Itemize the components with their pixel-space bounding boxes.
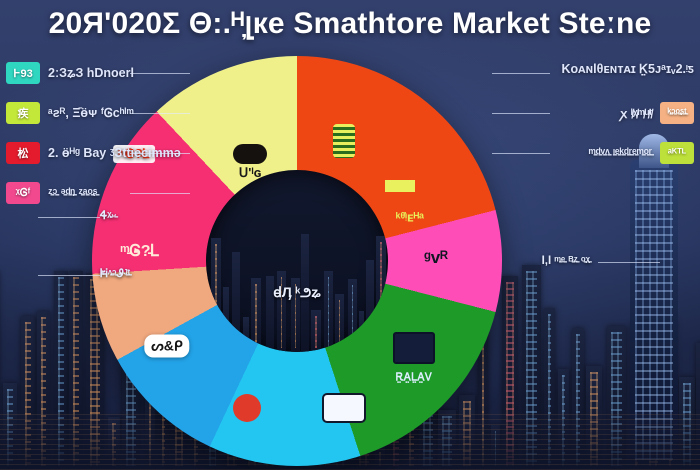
leader-line bbox=[130, 73, 190, 74]
page-title: 20Я'020Σ Θ:.ᴴ̦լкe Smathtore Market Steːn… bbox=[48, 7, 652, 40]
skyscraper-landmark bbox=[630, 160, 678, 460]
legend-label: Kᴏᴀɴlθᴇɴᴛᴀɪ Ꮶ̤5ᴊᵃɪᵥ2.ᵎƽ bbox=[561, 62, 694, 76]
leader-line bbox=[598, 262, 660, 263]
wedge-badge-sp: ᔕ&ᑭ bbox=[144, 334, 190, 358]
building-block bbox=[277, 271, 286, 352]
building-block bbox=[211, 238, 221, 352]
chart-callout: Ꭸ̵Ꭵ̵ᶺ̵ᵓ̵Ꮽ̵ᴶ̵ᵗ̵ bbox=[100, 268, 131, 280]
wedge-label-4: Ꭱ̤Ꭺ̤Ꮮ̤Ꭺ̤Ꮩ bbox=[395, 371, 433, 384]
building-block bbox=[359, 311, 364, 352]
wedge-label-0: ᵐ̵Ꮆ̵?̵Ꮮ bbox=[113, 145, 155, 163]
donut-center-hub: ꟈӅ ᵏ౨ʑ bbox=[206, 170, 388, 352]
wedge-label-1: Ս'ᴵԍ bbox=[238, 165, 262, 180]
leader-line bbox=[38, 217, 100, 218]
legend-item[interactable]: ᵏ̵ᵓ̵ᵒ̵ᶳ̵ᵗ̵ ꭗ ᴵ̸ᵡ̸ᵐ̸ᵘ̸ᵗ̸ bbox=[621, 102, 694, 124]
legend-item[interactable]: 松 2. ӫᴴᵍ Bay ᶾЗttіecimmə bbox=[6, 142, 181, 164]
chart-callout: Ӏ,Ӏ ᵐ̵ᵉ̵ ᴮ̵ᶻ̵ ᵒ̵ᵡ̵ bbox=[541, 255, 590, 267]
lantern-icon bbox=[333, 124, 355, 158]
building-block bbox=[251, 278, 261, 352]
legend-swatch: Ͱ93 bbox=[6, 62, 40, 84]
leader-line bbox=[38, 275, 100, 276]
legend-label: ᵐ̵ᵈ̵ᵛ̵ᶺ̵ ᶦ̵ᵉ̵ᵏ̵ᵈ̵ʳ̵ᵉ̵ᵐ̵ᵒ̵ʳ̵ bbox=[588, 146, 652, 160]
building-block bbox=[478, 300, 488, 470]
building-block bbox=[243, 317, 249, 352]
center-label: ꟈӅ ᵏ౨ʑ bbox=[273, 283, 321, 300]
building-block bbox=[335, 294, 344, 352]
legend-item[interactable]: Kᴏᴀɴlθᴇɴᴛᴀɪ Ꮶ̤5ᴊᵃɪᵥ2.ᵎƽ bbox=[561, 62, 694, 77]
legend-swatch: 疾 bbox=[6, 102, 40, 124]
leader-line bbox=[492, 73, 550, 74]
handbag-icon bbox=[233, 144, 267, 164]
building-block bbox=[696, 343, 700, 470]
legend-swatch: ᵡᎶᶠ bbox=[6, 182, 40, 204]
legend-swatch: ᵃᴷᵀᴸ bbox=[660, 142, 694, 164]
anchor-icon bbox=[385, 180, 415, 192]
building-block bbox=[311, 310, 321, 352]
legend-item[interactable]: ᵃᴷᵀᴸ ᵐ̵ᵈ̵ᵛ̵ᶺ̵ ᶦ̵ᵉ̵ᵏ̵ᵈ̵ʳ̵ᵉ̵ᵐ̵ᵒ̵ʳ̵ bbox=[589, 142, 694, 164]
fist-emblem-icon bbox=[233, 394, 261, 422]
wedge-label-0b: ᵐ̵Ꮆ̵?̵Ꮮ bbox=[120, 243, 160, 260]
legend-item[interactable]: Ͱ93 2ːЗʑЗ hDnoerl bbox=[6, 62, 134, 84]
legend-item[interactable]: 疾 ᵃƨᴿ, Ξ̄ӫᴪ ᶠᎶᴄʰᴵᵐ bbox=[6, 102, 134, 124]
legend-label: ᵃƨᴿ, Ξ̄ӫᴪ ᶠᎶᴄʰᴵᵐ bbox=[48, 105, 134, 120]
legend-swatch: ᵏ̵ᵓ̵ᵒ̵ᶳ̵ᵗ̵ bbox=[660, 102, 694, 124]
building-block bbox=[376, 236, 386, 352]
leader-line bbox=[130, 113, 190, 114]
wedge-label-3: ᵍvᴿ bbox=[424, 248, 448, 267]
building-block bbox=[223, 287, 229, 352]
building-block bbox=[366, 260, 374, 352]
donut-chart: ꟈӅ ᵏ౨ʑ ᵐ̵Ꮆ̵?̵Ꮮ ᵐ̵Ꮆ̵?̵Ꮮ Ս'ᴵԍ ᵏᶿ̇ᵎᴇᴴᵃ ᵍvᴿ … bbox=[92, 56, 502, 466]
building-block bbox=[291, 278, 300, 352]
leader-line bbox=[492, 153, 550, 154]
legend-swatch: 松 bbox=[6, 142, 40, 164]
legend-label: ᶻ̵ᵓ̵ ᵊ̵ᵈ̵ᵑ̵ ᶻ̵ᵃ̵ᵒ̵ᶳ̵ bbox=[48, 186, 98, 200]
building-block bbox=[544, 308, 555, 470]
printer-icon bbox=[322, 393, 366, 423]
building-block bbox=[232, 252, 240, 352]
building-block bbox=[348, 279, 357, 352]
legend-label: 2. ӫᴴᵍ Bay ᶾЗttіecimmə bbox=[48, 146, 181, 160]
hub-cityscape bbox=[206, 222, 388, 352]
leader-line bbox=[130, 153, 190, 154]
leader-line bbox=[130, 193, 190, 194]
building-block bbox=[206, 320, 208, 352]
legend-label: ꭗ ᴵ̸ᵡ̸ᵐ̸ᵘ̸ᵗ̸ bbox=[620, 106, 652, 121]
wedge-label-2: ᵏᶿ̇ᵎᴇᴴᵃ bbox=[395, 209, 425, 225]
building-block bbox=[266, 276, 274, 352]
building-block bbox=[301, 234, 309, 352]
building-block bbox=[324, 271, 333, 352]
leader-line bbox=[492, 113, 550, 114]
chart-callout: Ꮞ̵ᵡ̵ᵕ̵ bbox=[100, 210, 117, 222]
legend-item[interactable]: ᵡᎶᶠ ᶻ̵ᵓ̵ ᵊ̵ᵈ̵ᵑ̵ ᶻ̵ᵃ̵ᵒ̵ᶳ̵ bbox=[6, 182, 97, 204]
media-screen-icon bbox=[393, 332, 435, 364]
legend-label: 2ːЗʑЗ hDnoerl bbox=[48, 66, 134, 80]
